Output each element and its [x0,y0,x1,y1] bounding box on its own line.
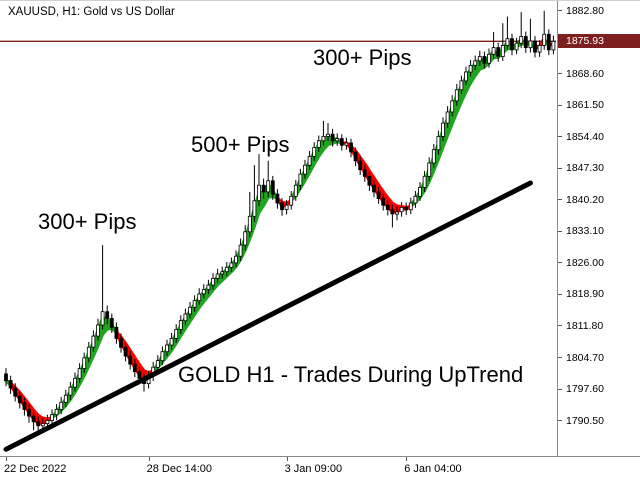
annotation-pips-2: 500+ Pips [191,132,290,157]
time-tick-mark [6,457,7,461]
price-axis[interactable]: 1875.93 1882.80 1868.60 1861.50 1854.40 1847… [557,1,640,456]
time-axis[interactable]: 22 Dec 2022 28 Dec 14:00 3 Jan 09:00 6 Jan … [0,456,640,481]
price-tick-label: 1847.30 [558,162,640,174]
time-tick-mark [148,457,150,461]
annotation-pips-1: 300+ Pips [38,209,137,234]
symbol-label: XAUUSD, H1: Gold vs US Dollar [8,6,175,18]
price-tick-label: 1840.20 [558,194,640,206]
price-tick-label: 1804.70 [558,352,640,364]
time-tick-mark [406,457,408,461]
time-tick-label: 3 Jan 09:00 [284,463,343,475]
price-tick-label: 1868.60 [558,68,640,80]
candlestick-chart [0,10,556,452]
price-tick-label: 1790.50 [558,415,640,427]
price-tick-label: 1861.50 [558,99,640,111]
price-tick-label: 1882.80 [558,5,640,17]
price-tick-label: 1818.90 [558,288,640,300]
time-tick-label: 22 Dec 2022 [4,463,67,475]
price-tick-label: 1826.00 [558,257,640,269]
price-tick-label: 1797.60 [558,383,640,395]
time-tick-mark [286,457,288,461]
current-price-badge: 1875.93 [558,34,640,49]
price-tick-label: 1811.80 [558,320,640,332]
time-tick-label: 28 Dec 14:00 [146,463,213,475]
chart-plot[interactable] [0,1,557,456]
annotation-pips-3: 300+ Pips [313,45,412,70]
time-tick-label: 6 Jan 04:00 [404,463,462,475]
annotation-trend-note: GOLD H1 - Trades During UpTrend [178,362,524,387]
price-tick-label: 1854.40 [558,131,640,143]
price-tick-label: 1833.10 [558,225,640,237]
